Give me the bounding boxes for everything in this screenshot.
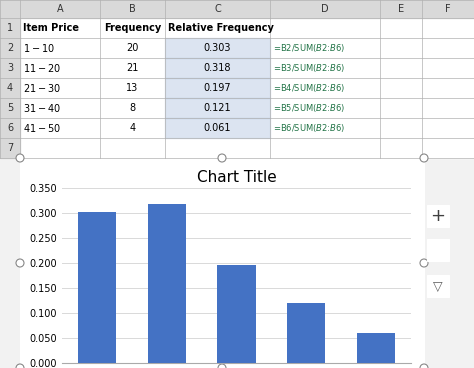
Bar xyxy=(427,239,449,261)
Circle shape xyxy=(218,154,226,162)
Bar xyxy=(427,275,449,297)
Text: =B5/SUM($B$2:$B$6): =B5/SUM($B$2:$B$6) xyxy=(273,102,346,114)
Text: 1: 1 xyxy=(7,23,13,33)
Text: 4: 4 xyxy=(129,123,136,133)
Text: 20: 20 xyxy=(126,43,139,53)
Circle shape xyxy=(16,154,24,162)
Text: 0.197: 0.197 xyxy=(204,83,231,93)
Text: 2: 2 xyxy=(7,43,13,53)
Bar xyxy=(217,265,255,363)
Text: Item Price: Item Price xyxy=(23,23,79,33)
Bar xyxy=(0,18,20,158)
Circle shape xyxy=(420,364,428,368)
Text: D: D xyxy=(321,4,329,14)
Circle shape xyxy=(16,259,24,267)
Bar xyxy=(20,0,474,158)
Text: A: A xyxy=(57,4,64,14)
Text: 13: 13 xyxy=(127,83,138,93)
Text: B: B xyxy=(129,4,136,14)
Text: $1 - $10: $1 - $10 xyxy=(23,42,55,54)
Bar xyxy=(427,205,449,227)
Title: Chart Title: Chart Title xyxy=(197,170,276,185)
Text: =B2/SUM($B$2:$B$6): =B2/SUM($B$2:$B$6) xyxy=(273,42,346,54)
Text: 8: 8 xyxy=(129,103,136,113)
Text: E: E xyxy=(398,4,404,14)
Bar xyxy=(165,118,270,138)
Text: 0.061: 0.061 xyxy=(204,123,231,133)
Text: $11 - $20: $11 - $20 xyxy=(23,62,61,74)
Text: 4: 4 xyxy=(7,83,13,93)
Bar xyxy=(0,0,20,18)
Text: 7: 7 xyxy=(7,143,13,153)
Circle shape xyxy=(16,364,24,368)
Text: $31 - $40: $31 - $40 xyxy=(23,102,61,114)
Text: ▽: ▽ xyxy=(433,280,443,293)
Bar xyxy=(165,58,270,78)
Text: =B4/SUM($B$2:$B$6): =B4/SUM($B$2:$B$6) xyxy=(273,82,346,94)
Bar xyxy=(20,158,424,368)
Text: $21 - $30: $21 - $30 xyxy=(23,82,61,94)
Text: 21: 21 xyxy=(126,63,139,73)
Bar xyxy=(165,78,270,98)
Text: Relative Frequency: Relative Frequency xyxy=(168,23,274,33)
Text: +: + xyxy=(430,207,446,225)
Text: 0.318: 0.318 xyxy=(204,63,231,73)
Text: =B3/SUM($B$2:$B$6): =B3/SUM($B$2:$B$6) xyxy=(273,62,346,74)
Bar xyxy=(78,212,116,363)
Text: F: F xyxy=(445,4,451,14)
Text: C: C xyxy=(214,4,221,14)
Circle shape xyxy=(420,259,428,267)
Text: 0.121: 0.121 xyxy=(204,103,231,113)
Bar xyxy=(357,333,395,363)
Text: 5: 5 xyxy=(7,103,13,113)
Bar xyxy=(147,204,186,363)
Bar xyxy=(165,38,270,58)
Text: Frequency: Frequency xyxy=(104,23,161,33)
Text: $41 - $50: $41 - $50 xyxy=(23,122,61,134)
Text: 6: 6 xyxy=(7,123,13,133)
Bar xyxy=(287,302,326,363)
Circle shape xyxy=(420,154,428,162)
Text: 3: 3 xyxy=(7,63,13,73)
Circle shape xyxy=(218,364,226,368)
Bar xyxy=(0,0,474,18)
Text: 0.303: 0.303 xyxy=(204,43,231,53)
Bar xyxy=(165,98,270,118)
Text: =B6/SUM($B$2:$B$6): =B6/SUM($B$2:$B$6) xyxy=(273,122,346,134)
